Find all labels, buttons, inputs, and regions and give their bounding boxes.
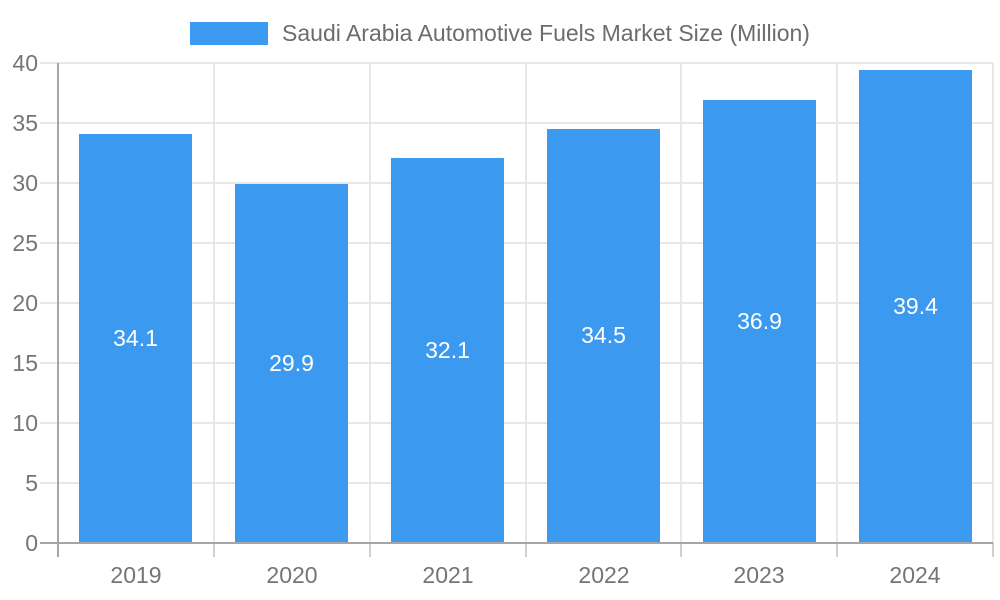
x-axis-tick	[992, 543, 994, 557]
bar-value-label: 29.9	[269, 350, 314, 376]
x-axis-category-label: 2021	[422, 562, 474, 588]
chart-legend-item[interactable]: Saudi Arabia Automotive Fuels Market Siz…	[0, 19, 1000, 47]
bar-value-label: 36.9	[737, 308, 782, 334]
y-axis-tick	[40, 122, 58, 124]
y-axis-tick-label: 25	[12, 230, 38, 256]
y-axis-tick	[40, 182, 58, 184]
x-axis-tick	[369, 543, 371, 557]
x-axis-category-label: 2023	[733, 562, 785, 588]
x-axis-tick	[836, 543, 838, 557]
x-axis-tick	[680, 543, 682, 557]
y-axis-tick-label: 30	[12, 170, 38, 196]
x-axis-tick	[525, 543, 527, 557]
y-axis-tick	[40, 302, 58, 304]
bar: 34.1	[79, 134, 192, 543]
bar-value-label: 34.1	[113, 325, 158, 351]
y-axis-tick	[40, 362, 58, 364]
bar-value-label: 32.1	[425, 337, 470, 363]
y-axis-tick	[40, 422, 58, 424]
bar-value-label: 39.4	[893, 293, 938, 319]
x-axis-tick	[213, 543, 215, 557]
x-axis-category-label: 2022	[578, 562, 630, 588]
y-axis-tick-label: 15	[12, 350, 38, 376]
y-axis-tick	[40, 62, 58, 64]
y-axis-tick-label: 0	[25, 530, 38, 556]
y-axis-line	[57, 63, 59, 557]
gridline-vertical	[680, 63, 682, 543]
gridline-vertical	[525, 63, 527, 543]
bar: 34.5	[547, 129, 660, 543]
x-axis-category-label: 2020	[266, 562, 318, 588]
y-axis-tick-label: 40	[12, 50, 38, 76]
y-axis-tick	[40, 242, 58, 244]
y-axis-tick-label: 35	[12, 110, 38, 136]
gridline-vertical	[369, 63, 371, 543]
bar-value-label: 34.5	[581, 322, 626, 348]
legend-color-swatch	[190, 21, 269, 45]
legend-series-label: Saudi Arabia Automotive Fuels Market Siz…	[282, 19, 810, 46]
x-axis-category-label: 2019	[110, 562, 162, 588]
x-axis-line	[40, 542, 993, 544]
y-axis-tick-label: 20	[12, 290, 38, 316]
gridline-vertical	[213, 63, 215, 543]
bar: 29.9	[235, 184, 348, 543]
y-axis-tick-label: 10	[12, 410, 38, 436]
y-axis-tick-label: 5	[25, 470, 38, 496]
gridline-vertical	[836, 63, 838, 543]
bar: 36.9	[703, 100, 816, 543]
y-axis-tick	[40, 482, 58, 484]
gridline-vertical	[992, 63, 994, 543]
x-axis-category-label: 2024	[889, 562, 941, 588]
bar: 39.4	[859, 70, 972, 543]
bar: 32.1	[391, 158, 504, 543]
